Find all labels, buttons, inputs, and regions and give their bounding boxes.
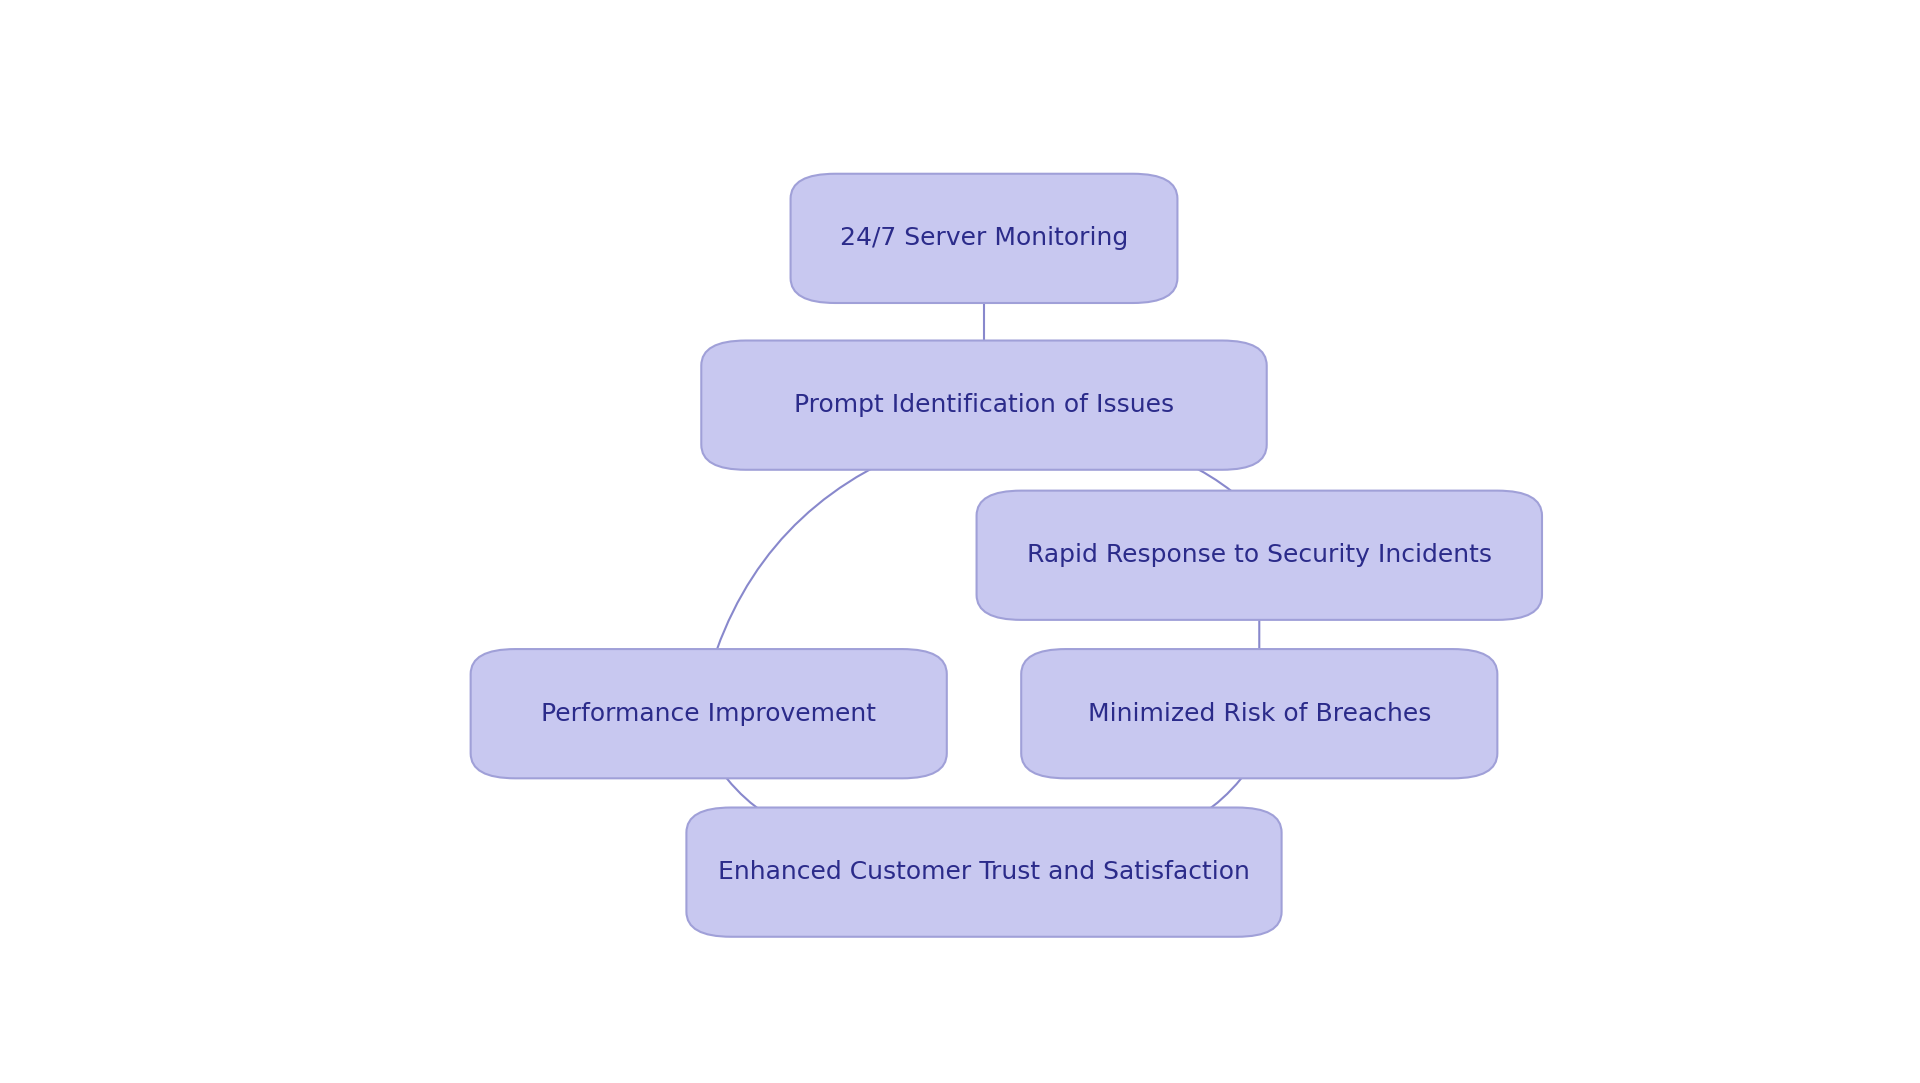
Text: Prompt Identification of Issues: Prompt Identification of Issues [795,393,1173,417]
FancyBboxPatch shape [791,173,1177,303]
Text: 24/7 Server Monitoring: 24/7 Server Monitoring [839,226,1129,250]
Text: Performance Improvement: Performance Improvement [541,702,876,726]
Text: Rapid Response to Security Incidents: Rapid Response to Security Incidents [1027,544,1492,567]
FancyBboxPatch shape [701,340,1267,470]
Text: Minimized Risk of Breaches: Minimized Risk of Breaches [1087,702,1430,726]
FancyBboxPatch shape [977,491,1542,619]
FancyBboxPatch shape [1021,649,1498,779]
FancyBboxPatch shape [470,649,947,779]
Text: Enhanced Customer Trust and Satisfaction: Enhanced Customer Trust and Satisfaction [718,860,1250,884]
FancyBboxPatch shape [685,808,1283,937]
